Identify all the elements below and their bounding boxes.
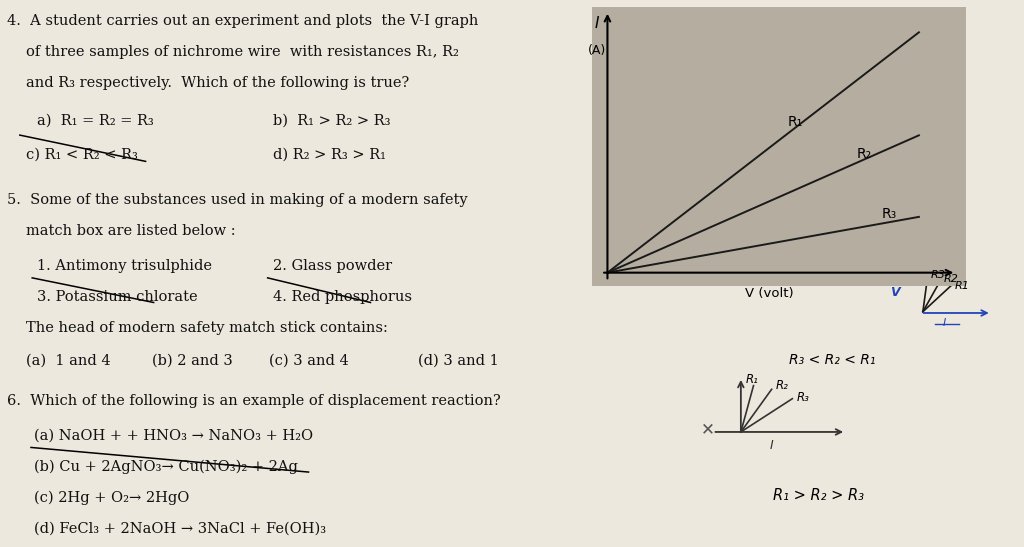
Text: of three samples of nichrome wire  with resistances R₁, R₂: of three samples of nichrome wire with r… [26, 45, 459, 59]
Text: R₂: R₂ [857, 147, 871, 161]
Text: (b) Cu + 2AgNO₃→ Cu(NO₃)₂ + 2Ag: (b) Cu + 2AgNO₃→ Cu(NO₃)₂ + 2Ag [34, 459, 298, 474]
Text: match box are listed below :: match box are listed below : [26, 224, 236, 238]
Text: (A): (A) [588, 44, 605, 57]
Text: c) R₁ < R₂ < R₃: c) R₁ < R₂ < R₃ [26, 148, 138, 162]
Text: (a) NaOH + + HNO₃ → NaNO₃ + H₂O: (a) NaOH + + HNO₃ → NaNO₃ + H₂O [34, 428, 313, 443]
Text: d) R₂ > R₃ > R₁: d) R₂ > R₃ > R₁ [272, 148, 386, 162]
Text: I: I [769, 439, 773, 452]
Text: (c) 2Hg + O₂→ 2HgO: (c) 2Hg + O₂→ 2HgO [34, 491, 189, 505]
Text: 2. Glass powder: 2. Glass powder [272, 259, 392, 273]
Text: V: V [891, 286, 900, 299]
Text: (d) 3 and 1: (d) 3 and 1 [418, 354, 499, 368]
Text: 4.  A student carries out an experiment and plots  the V-I graph: 4. A student carries out an experiment a… [7, 14, 479, 28]
Text: 6.  Which of the following is an example of displacement reaction?: 6. Which of the following is an example … [7, 394, 501, 409]
Text: (c) 3 and 4: (c) 3 and 4 [269, 354, 349, 368]
Text: R₁: R₁ [788, 115, 804, 130]
Text: R₃: R₃ [882, 207, 897, 220]
Text: a)  R₁ = R₂ = R₃: a) R₁ = R₂ = R₃ [37, 113, 154, 127]
Text: R2: R2 [943, 274, 958, 284]
Text: V (volt): V (volt) [745, 287, 794, 300]
Text: R₃ < R₂ < R₁: R₃ < R₂ < R₁ [790, 353, 876, 367]
Text: R₃: R₃ [797, 391, 809, 404]
Text: R₁ > R₂ > R₃: R₁ > R₂ > R₃ [773, 488, 864, 503]
Text: I: I [594, 16, 599, 31]
Text: and R₃ respectively.  Which of the following is true?: and R₃ respectively. Which of the follow… [26, 76, 410, 90]
Text: R₂: R₂ [775, 379, 788, 392]
Text: I: I [943, 318, 946, 328]
Text: 3. Potassium chlorate: 3. Potassium chlorate [37, 290, 198, 304]
Text: R₁: R₁ [745, 373, 759, 386]
Text: (d) FeCl₃ + 2NaOH → 3NaCl + Fe(OH)₃: (d) FeCl₃ + 2NaOH → 3NaCl + Fe(OH)₃ [34, 522, 327, 536]
Text: The head of modern safety match stick contains:: The head of modern safety match stick co… [26, 321, 388, 335]
Text: 1. Antimony trisulphide: 1. Antimony trisulphide [37, 259, 212, 273]
Text: 5.  Some of the substances used in making of a modern safety: 5. Some of the substances used in making… [7, 193, 468, 207]
Text: R1: R1 [954, 281, 970, 290]
Text: (b) 2 and 3: (b) 2 and 3 [152, 354, 232, 368]
Text: 4. Red phosphorus: 4. Red phosphorus [272, 290, 412, 304]
Text: b)  R₁ > R₂ > R₃: b) R₁ > R₂ > R₃ [272, 113, 390, 127]
Text: ✕: ✕ [700, 421, 715, 439]
Text: (a)  1 and 4: (a) 1 and 4 [26, 354, 111, 368]
Text: R3: R3 [931, 270, 946, 280]
